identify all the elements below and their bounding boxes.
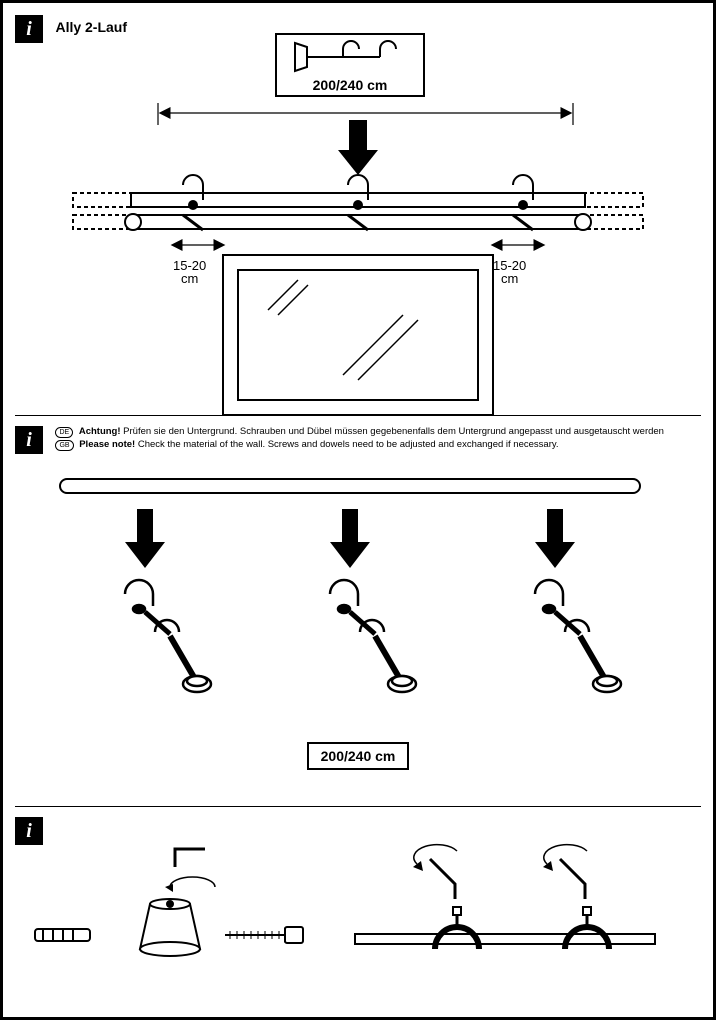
panel2-illustration [15,464,685,754]
info-icon: i [15,426,43,454]
panel3-illustration [15,839,685,979]
warning-notes: DE Achtung! Prüfen sie den Untergrund. S… [55,426,664,453]
separator [15,415,701,416]
panel-2-brackets: i DE Achtung! Prüfen sie den Untergrund.… [15,426,701,796]
bracket-icon [285,39,415,77]
lang-tag-gb: GB [55,440,73,451]
lang-tag-de: DE [55,427,73,438]
info-icon: i [15,15,43,43]
panel-1-overview: i Ally 2-Lauf 200/240 cm [15,15,701,405]
separator [15,806,701,807]
product-title: Ally 2-Lauf [55,19,127,35]
bottom-dimension: 200/240 cm [307,742,410,770]
panel1-illustration [23,85,693,415]
margin-right-label: 15-20 cm [493,259,526,285]
margin-left-label: 15-20 cm [173,259,206,285]
panel-3-mounting: i [15,817,701,977]
info-icon: i [15,817,43,845]
